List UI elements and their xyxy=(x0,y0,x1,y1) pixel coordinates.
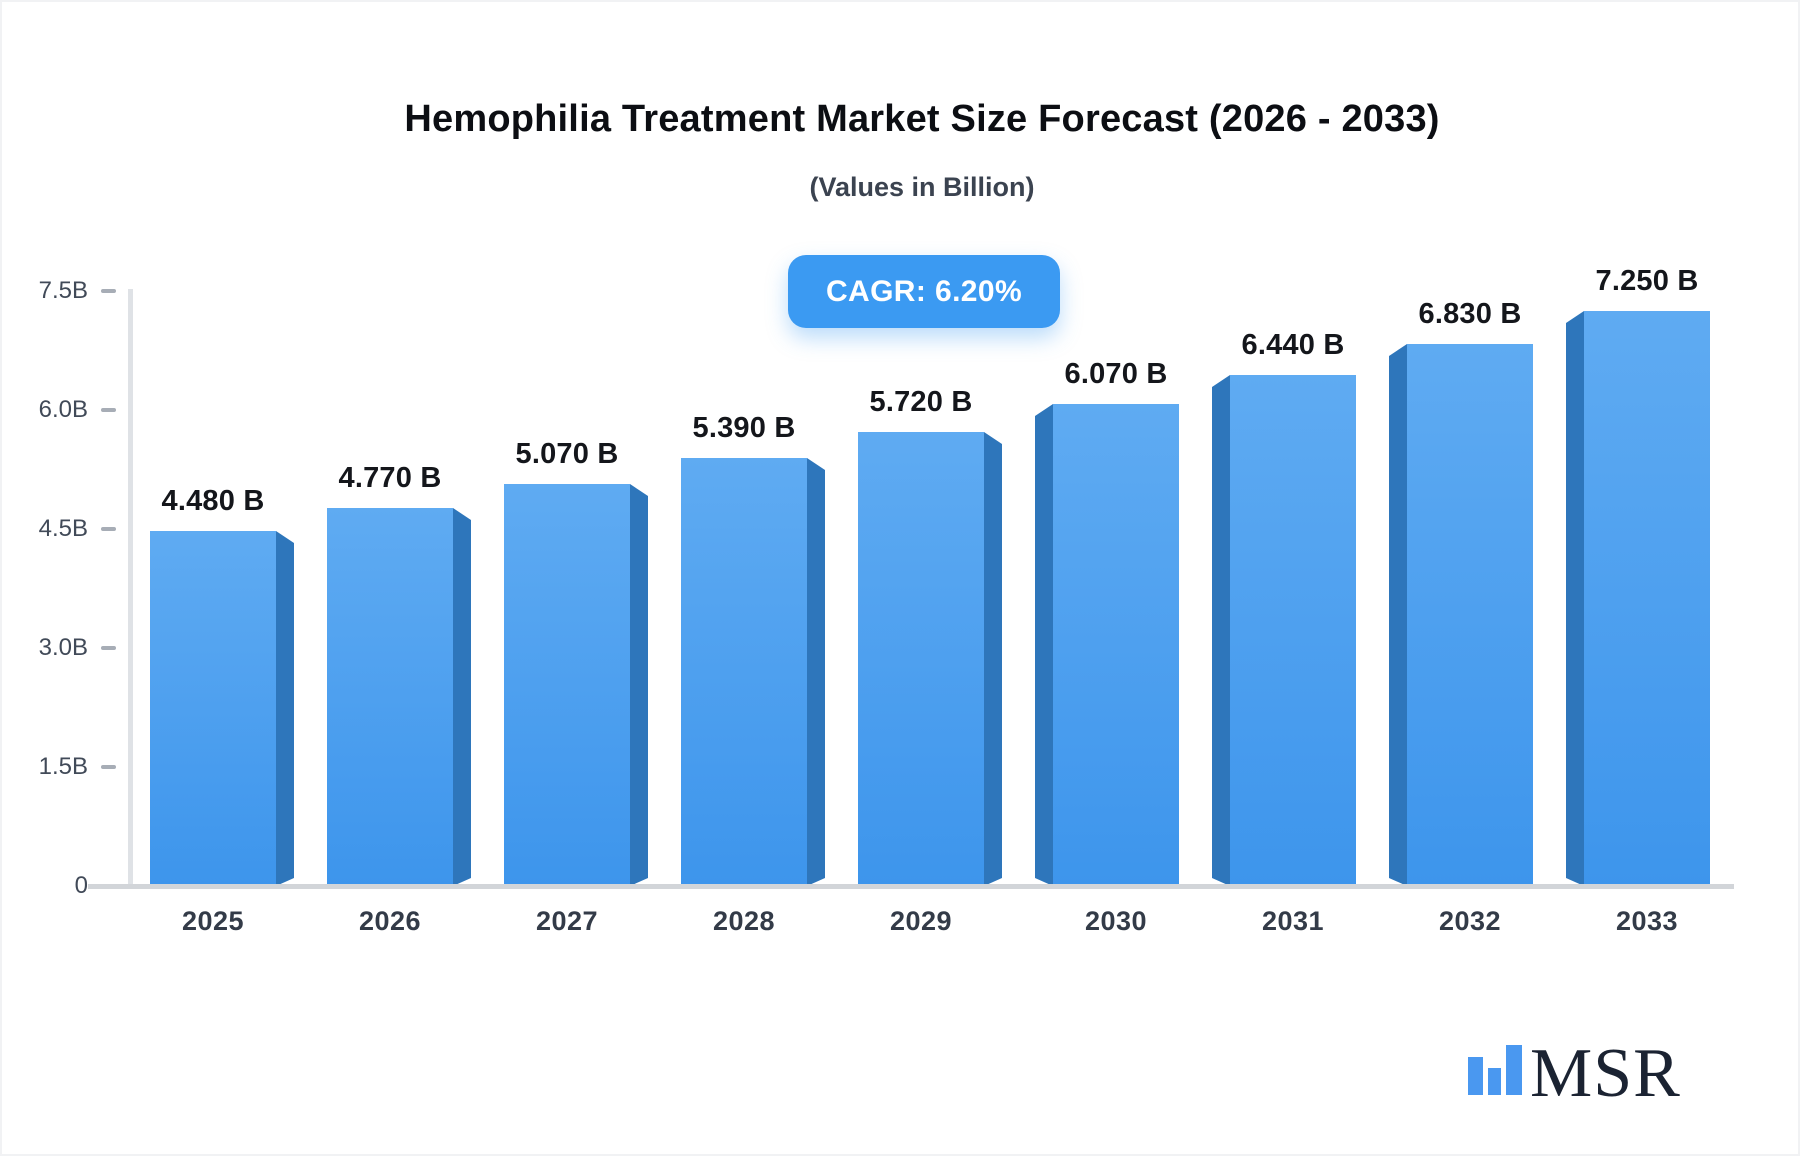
bar-body xyxy=(1584,311,1710,886)
x-axis-label: 2032 xyxy=(1438,906,1502,936)
bar-2028 xyxy=(681,458,825,886)
bar-value-label: 5.390 B xyxy=(692,412,796,444)
bar-2025 xyxy=(150,531,294,886)
bar-2027 xyxy=(504,484,648,886)
chart-subtitle: (Values in Billion) xyxy=(809,172,1035,202)
x-axis-line xyxy=(88,884,1734,889)
bar-value-label: 6.070 B xyxy=(1064,358,1168,390)
bar-side-shade xyxy=(1035,404,1053,886)
bar-side-shade xyxy=(1389,344,1407,886)
bar-side-shade xyxy=(984,432,1002,886)
bar-2030 xyxy=(1035,404,1179,886)
cagr-badge-label: CAGR: 6.20% xyxy=(825,274,1023,308)
bar-value-label: 4.770 B xyxy=(338,462,442,494)
y-axis-label: 7.5B xyxy=(38,277,88,304)
x-axis-label: 2027 xyxy=(535,906,599,936)
bar-side-shade xyxy=(1212,375,1230,886)
bar-value-label: 6.830 B xyxy=(1418,298,1522,330)
x-axis-label: 2030 xyxy=(1084,906,1148,936)
bar-body xyxy=(1407,344,1533,886)
bar-value-label: 7.250 B xyxy=(1595,265,1699,297)
bar-2031 xyxy=(1212,375,1356,886)
logo-text: MSR xyxy=(1530,1035,1681,1112)
y-axis-line xyxy=(128,289,133,886)
y-axis-label: 3.0B xyxy=(38,634,88,661)
bar-chart-icon xyxy=(1468,1045,1522,1095)
x-axis-label: 2031 xyxy=(1261,906,1325,936)
bar-body xyxy=(150,531,276,886)
bar-body xyxy=(504,484,630,886)
x-axis-label: 2029 xyxy=(889,906,953,936)
cagr-badge: CAGR: 6.20% xyxy=(788,255,1060,328)
bar-body xyxy=(1053,404,1179,886)
bar-2026 xyxy=(327,508,471,886)
bar-side-shade xyxy=(453,508,471,886)
y-axis-tick xyxy=(101,289,116,293)
bar-body xyxy=(858,432,984,886)
y-axis-tick xyxy=(101,408,116,412)
bar-body xyxy=(327,508,453,886)
bar-value-label: 5.070 B xyxy=(515,438,619,470)
bar-side-shade xyxy=(630,484,648,886)
y-axis-tick xyxy=(101,646,116,650)
bar-2033 xyxy=(1566,311,1710,886)
bar-side-shade xyxy=(276,531,294,886)
bar-side-shade xyxy=(1566,311,1584,886)
bar-value-label: 6.440 B xyxy=(1241,329,1345,361)
x-axis-label: 2033 xyxy=(1615,906,1679,936)
bar-2032 xyxy=(1389,344,1533,886)
bar-value-label: 4.480 B xyxy=(161,485,265,517)
bar-body xyxy=(1230,375,1356,886)
y-axis-tick xyxy=(101,765,116,769)
bar-2029 xyxy=(858,432,1002,886)
x-axis-label: 2026 xyxy=(358,906,422,936)
chart-title: Hemophilia Treatment Market Size Forecas… xyxy=(404,98,1440,140)
y-axis-label: 4.5B xyxy=(38,515,88,542)
bar-value-label: 5.720 B xyxy=(869,386,973,418)
y-axis-label: 6.0B xyxy=(38,396,88,423)
x-axis-label: 2025 xyxy=(181,906,245,936)
bar-side-shade xyxy=(807,458,825,886)
y-axis-label: 0 xyxy=(74,872,88,899)
msr-logo: MSR xyxy=(1468,1037,1681,1109)
y-axis-label: 1.5B xyxy=(38,753,88,780)
bar-body xyxy=(681,458,807,886)
y-axis-tick xyxy=(101,527,116,531)
x-axis-label: 2028 xyxy=(712,906,776,936)
